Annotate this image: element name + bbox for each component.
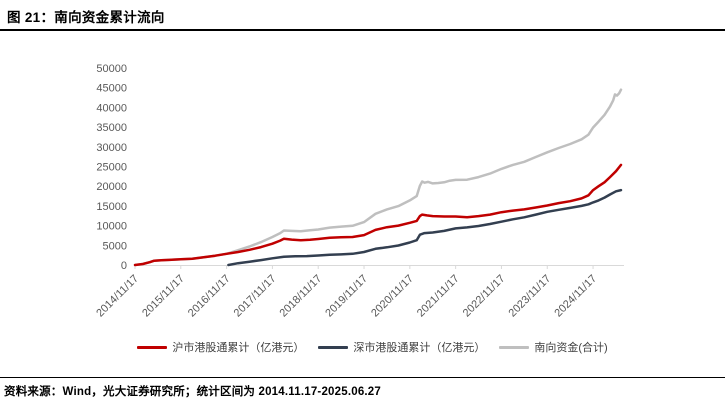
footer-divider — [0, 377, 725, 378]
legend-item-sh-connect: 沪市港股通累计（亿港元） — [137, 339, 304, 355]
x-tick-label: 2019/11/17 — [323, 273, 370, 320]
x-tick-label: 2016/11/17 — [186, 273, 233, 320]
x-tick-label: 2015/11/17 — [140, 273, 187, 320]
legend-line-navy — [318, 345, 349, 349]
y-tick-label: 50000 — [96, 63, 127, 75]
y-tick-label: 10000 — [96, 221, 127, 233]
legend-label: 南向资金(合计) — [534, 342, 608, 354]
legend-line-gray — [499, 345, 530, 349]
legend-line-red — [137, 345, 168, 349]
legend-item-sz-connect: 深市港股通累计（亿港元） — [318, 339, 485, 355]
figure-title: 图 21：南向资金累计流向 — [7, 10, 165, 25]
legend-label: 沪市港股通累计（亿港元） — [172, 342, 305, 354]
x-tick-label: 2020/11/17 — [369, 273, 416, 320]
x-tick-label: 2021/11/17 — [415, 273, 462, 320]
chart-legend: 沪市港股通累计（亿港元） 深市港股通累计（亿港元） 南向资金(合计) — [30, 339, 715, 355]
y-tick-label: 30000 — [96, 142, 127, 154]
x-tick-label: 2023/11/17 — [507, 273, 554, 320]
series-line — [227, 188, 623, 267]
title-divider — [0, 29, 725, 31]
source-note: 资料来源：Wind，光大证券研究所；统计区间为 2014.11.17-2025.… — [4, 386, 381, 398]
x-tick-label: 2014/11/17 — [94, 273, 141, 320]
y-tick-label: 0 — [121, 260, 127, 272]
y-tick-label: 35000 — [96, 122, 127, 134]
y-tick-label: 5000 — [103, 240, 127, 252]
series-line — [133, 88, 623, 267]
x-tick-label: 2018/11/17 — [277, 273, 324, 320]
y-tick-label: 40000 — [96, 102, 127, 114]
y-tick-label: 25000 — [96, 162, 127, 174]
y-tick-label: 15000 — [96, 201, 127, 213]
y-tick-label: 45000 — [96, 83, 127, 95]
x-tick-label: 2024/11/17 — [552, 273, 599, 320]
legend-label: 深市港股通累计（亿港元） — [353, 342, 486, 354]
x-tick-label: 2022/11/17 — [461, 273, 508, 320]
y-tick-label: 20000 — [96, 181, 127, 193]
legend-item-total: 南向资金(合计) — [499, 339, 608, 355]
x-tick-label: 2017/11/17 — [232, 273, 279, 320]
series-line — [133, 163, 623, 267]
